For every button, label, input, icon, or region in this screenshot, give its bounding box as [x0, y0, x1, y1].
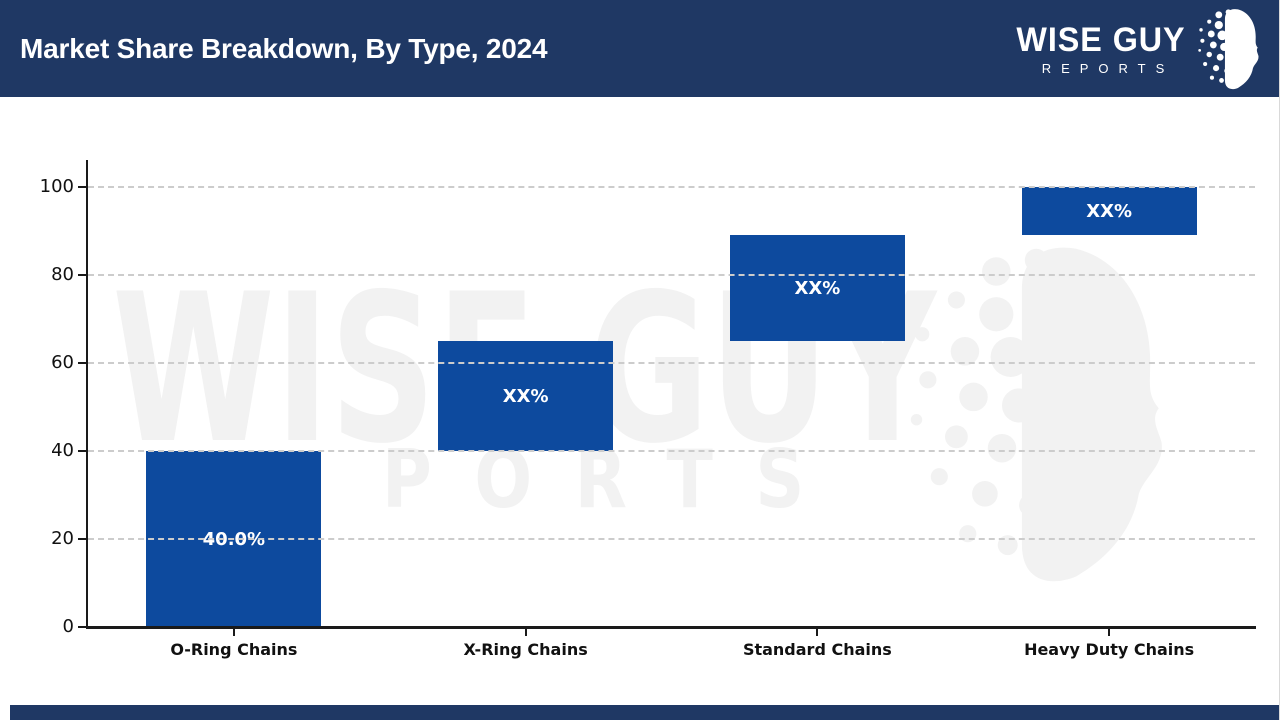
y-tick-mark	[78, 450, 86, 452]
x-category-label: O-Ring Chains	[170, 640, 298, 659]
gridline-100	[88, 186, 1255, 188]
gridline-80	[88, 274, 1255, 276]
x-tick-mark	[232, 629, 235, 636]
logo-subtitle: REPORTS	[1041, 61, 1175, 76]
header-band: Market Share Breakdown, By Type, 2024 WI…	[0, 0, 1279, 97]
y-tick-label: 0	[62, 616, 74, 637]
y-tick-label: 60	[51, 352, 74, 373]
y-tick-label: 20	[51, 528, 74, 549]
watermark-subtitle: PORTS	[382, 433, 847, 526]
page-title: Market Share Breakdown, By Type, 2024	[20, 32, 548, 64]
watermark-head-icon	[910, 247, 1162, 582]
bar-x-ring-chains: XX%	[438, 341, 614, 451]
logo-head-icon	[1198, 9, 1259, 90]
logo-text: WISE GUY REPORTS	[1006, 22, 1206, 78]
x-tick-mark	[524, 629, 527, 636]
bar-value-label: XX%	[1086, 200, 1133, 222]
bar-heavy-duty-chains: XX%	[1021, 187, 1197, 236]
footer-band	[10, 705, 1279, 720]
bar-value-label: XX%	[502, 385, 549, 407]
y-tick-label: 40	[51, 440, 74, 461]
y-tick-mark	[78, 538, 86, 540]
x-category-label: Heavy Duty Chains	[1024, 640, 1195, 659]
wise-guy-reports-logo: WISE GUY REPORTS	[1006, 8, 1266, 90]
x-axis-line	[86, 626, 1256, 629]
x-tick-mark	[1108, 629, 1111, 636]
gridline-20	[88, 538, 1255, 540]
bar-standard-chains: XX%	[729, 235, 905, 341]
logo-wordmark: WISE GUY	[1016, 21, 1186, 59]
y-tick-mark	[78, 186, 86, 188]
gridline-40	[88, 450, 1255, 452]
bar-value-label: XX%	[794, 277, 841, 299]
x-tick-mark	[816, 629, 819, 636]
y-tick-label: 80	[51, 264, 74, 285]
gridline-60	[88, 362, 1255, 364]
y-tick-mark	[78, 274, 86, 276]
x-category-label: Standard Chains	[742, 640, 892, 659]
x-category-label: X-Ring Chains	[463, 640, 588, 659]
y-tick-mark	[78, 626, 86, 628]
y-axis-line	[86, 160, 88, 628]
y-tick-label: 100	[39, 176, 74, 197]
y-tick-mark	[78, 362, 86, 364]
